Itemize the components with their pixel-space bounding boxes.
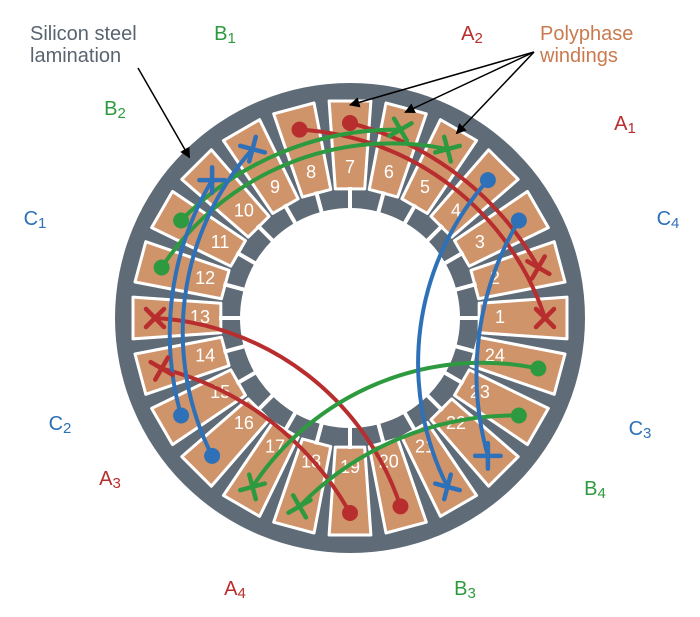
slot-1: [479, 297, 567, 339]
marker-dot-slot-12: [154, 260, 170, 276]
slot-label-14: 14: [195, 346, 215, 366]
terminal-label-C1: C1: [24, 208, 47, 232]
slot-label-16: 16: [234, 413, 254, 433]
marker-dot-slot-8: [292, 122, 308, 138]
slot-label-23: 23: [470, 382, 490, 402]
slot-label-12: 12: [195, 268, 215, 288]
marker-dot-slot-7: [342, 115, 358, 131]
marker-dot-slot-15: [173, 408, 189, 424]
terminal-label-B4: B4: [584, 478, 606, 502]
terminal-label-A2: A2: [461, 23, 483, 47]
slot-label-10: 10: [234, 201, 254, 221]
terminal-label-A3: A3: [99, 468, 121, 492]
pointer-lamination: [138, 68, 189, 157]
slot-label-1: 1: [495, 307, 505, 327]
terminal-label-A1: A1: [614, 113, 636, 137]
slot-label-9: 9: [270, 177, 280, 197]
terminal-label-A4: A4: [224, 578, 246, 602]
terminal-label-C4: C4: [657, 208, 680, 232]
marker-dot-slot-19: [342, 505, 358, 521]
marker-dot-slot-3: [511, 213, 527, 229]
slot-label-11: 11: [211, 232, 230, 252]
slot-label-8: 8: [306, 162, 316, 182]
pointer-windings-2: [405, 52, 534, 112]
callout-lamination: Silicon steellamination: [30, 23, 137, 67]
slot-label-3: 3: [475, 232, 485, 252]
pointer-windings-1: [457, 52, 535, 134]
marker-dot-slot-24: [530, 360, 546, 376]
marker-dot-slot-23: [511, 408, 527, 424]
stator-diagram: 123456789101112131415161718192021222324A…: [0, 0, 700, 617]
slot-label-6: 6: [384, 162, 394, 182]
terminal-label-C2: C2: [49, 413, 72, 437]
marker-dot-slot-4: [480, 172, 496, 188]
slot-label-7: 7: [345, 157, 355, 177]
marker-dot-slot-16: [204, 448, 220, 464]
slot-label-5: 5: [420, 177, 430, 197]
pointer-windings-3: [350, 52, 534, 105]
terminal-label-B3: B3: [454, 578, 476, 602]
terminal-label-B2: B2: [104, 98, 126, 122]
terminal-label-C3: C3: [629, 418, 652, 442]
marker-dot-slot-11: [173, 213, 189, 229]
terminal-label-B1: B1: [214, 23, 236, 47]
marker-dot-slot-20: [392, 498, 408, 514]
callout-windings: Polyphasewindings: [539, 23, 633, 67]
